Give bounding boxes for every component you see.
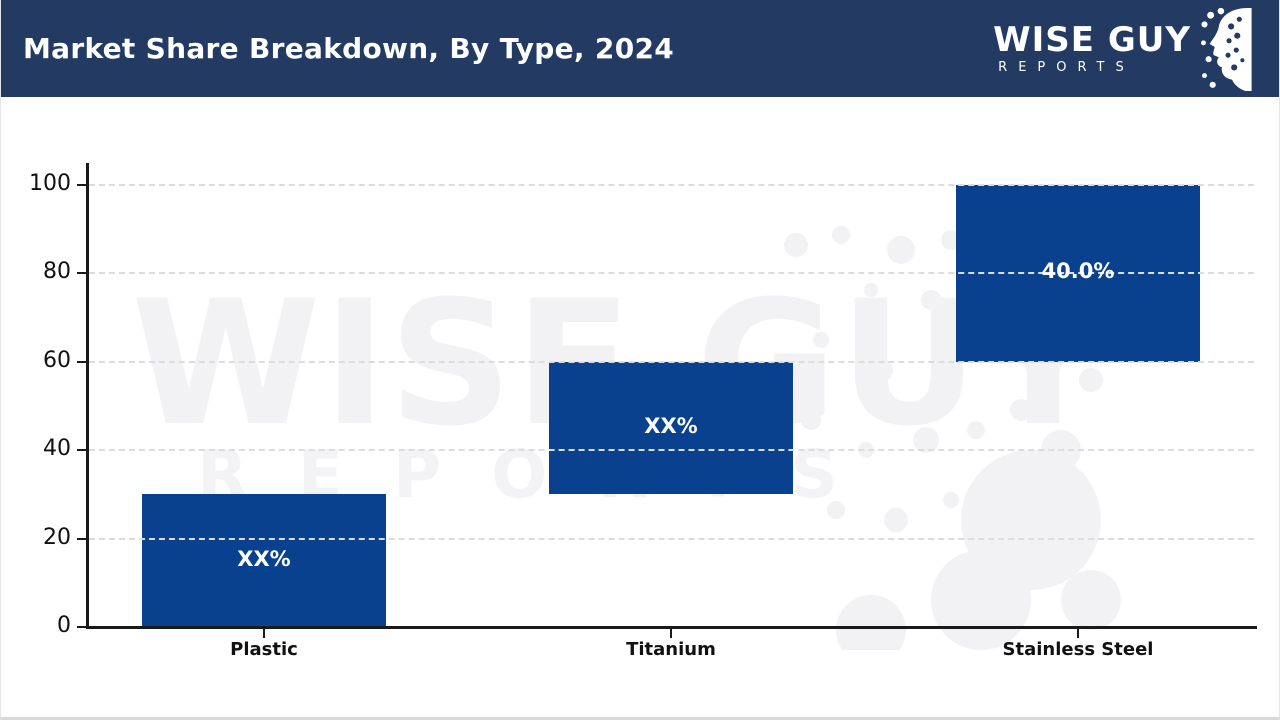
y-tick-label-100: 100 (29, 171, 71, 196)
gridline-20 (89, 537, 1254, 540)
gridline-80 (89, 272, 1254, 275)
logo-subtitle: REPORTS (998, 60, 1135, 75)
bar-plastic (142, 494, 386, 627)
bar-titanium (549, 361, 793, 495)
bar-value-label-plastic: XX% (237, 546, 291, 571)
y-tick-mark-60 (77, 360, 86, 363)
page-title: Market Share Breakdown, By Type, 2024 (23, 32, 675, 65)
y-tick-label-80: 80 (43, 259, 71, 285)
logo-text: WISE GUY REPORTS (993, 23, 1191, 74)
y-tick-mark-80 (77, 272, 86, 275)
y-tick-mark-100 (77, 184, 86, 186)
gridline-60 (89, 360, 1254, 363)
y-axis-spine (86, 163, 89, 629)
gridline-40 (89, 449, 1254, 452)
y-tick-mark-0 (77, 626, 86, 628)
header-bar: Market Share Breakdown, By Type, 2024 WI… (1, 0, 1279, 97)
y-tick-label-40: 40 (43, 436, 71, 462)
category-label-titanium: Titanium (626, 639, 716, 660)
y-tick-mark-20 (77, 537, 86, 540)
y-tick-label-60: 60 (43, 347, 71, 373)
x-tick-mark-plastic (263, 629, 265, 638)
x-tick-mark-stainless-steel (1077, 629, 1079, 638)
y-tick-mark-40 (77, 449, 86, 452)
bar-value-label-stainless-steel: 40.0% (1041, 259, 1115, 284)
gridline-100 (89, 184, 1254, 186)
x-axis-spine (86, 626, 1257, 629)
category-label-plastic: Plastic (230, 639, 298, 660)
x-tick-mark-titanium (670, 629, 672, 638)
head-profile-icon (1201, 7, 1252, 91)
bar-value-label-titanium: XX% (644, 414, 698, 439)
wise-guy-reports-logo: WISE GUY REPORTS (993, 6, 1253, 92)
y-tick-label-0: 0 (57, 613, 71, 638)
category-label-stainless-steel: Stainless Steel (1002, 639, 1154, 660)
logo-wordmark: WISE GUY (993, 20, 1191, 60)
y-tick-label-20: 20 (43, 524, 71, 550)
